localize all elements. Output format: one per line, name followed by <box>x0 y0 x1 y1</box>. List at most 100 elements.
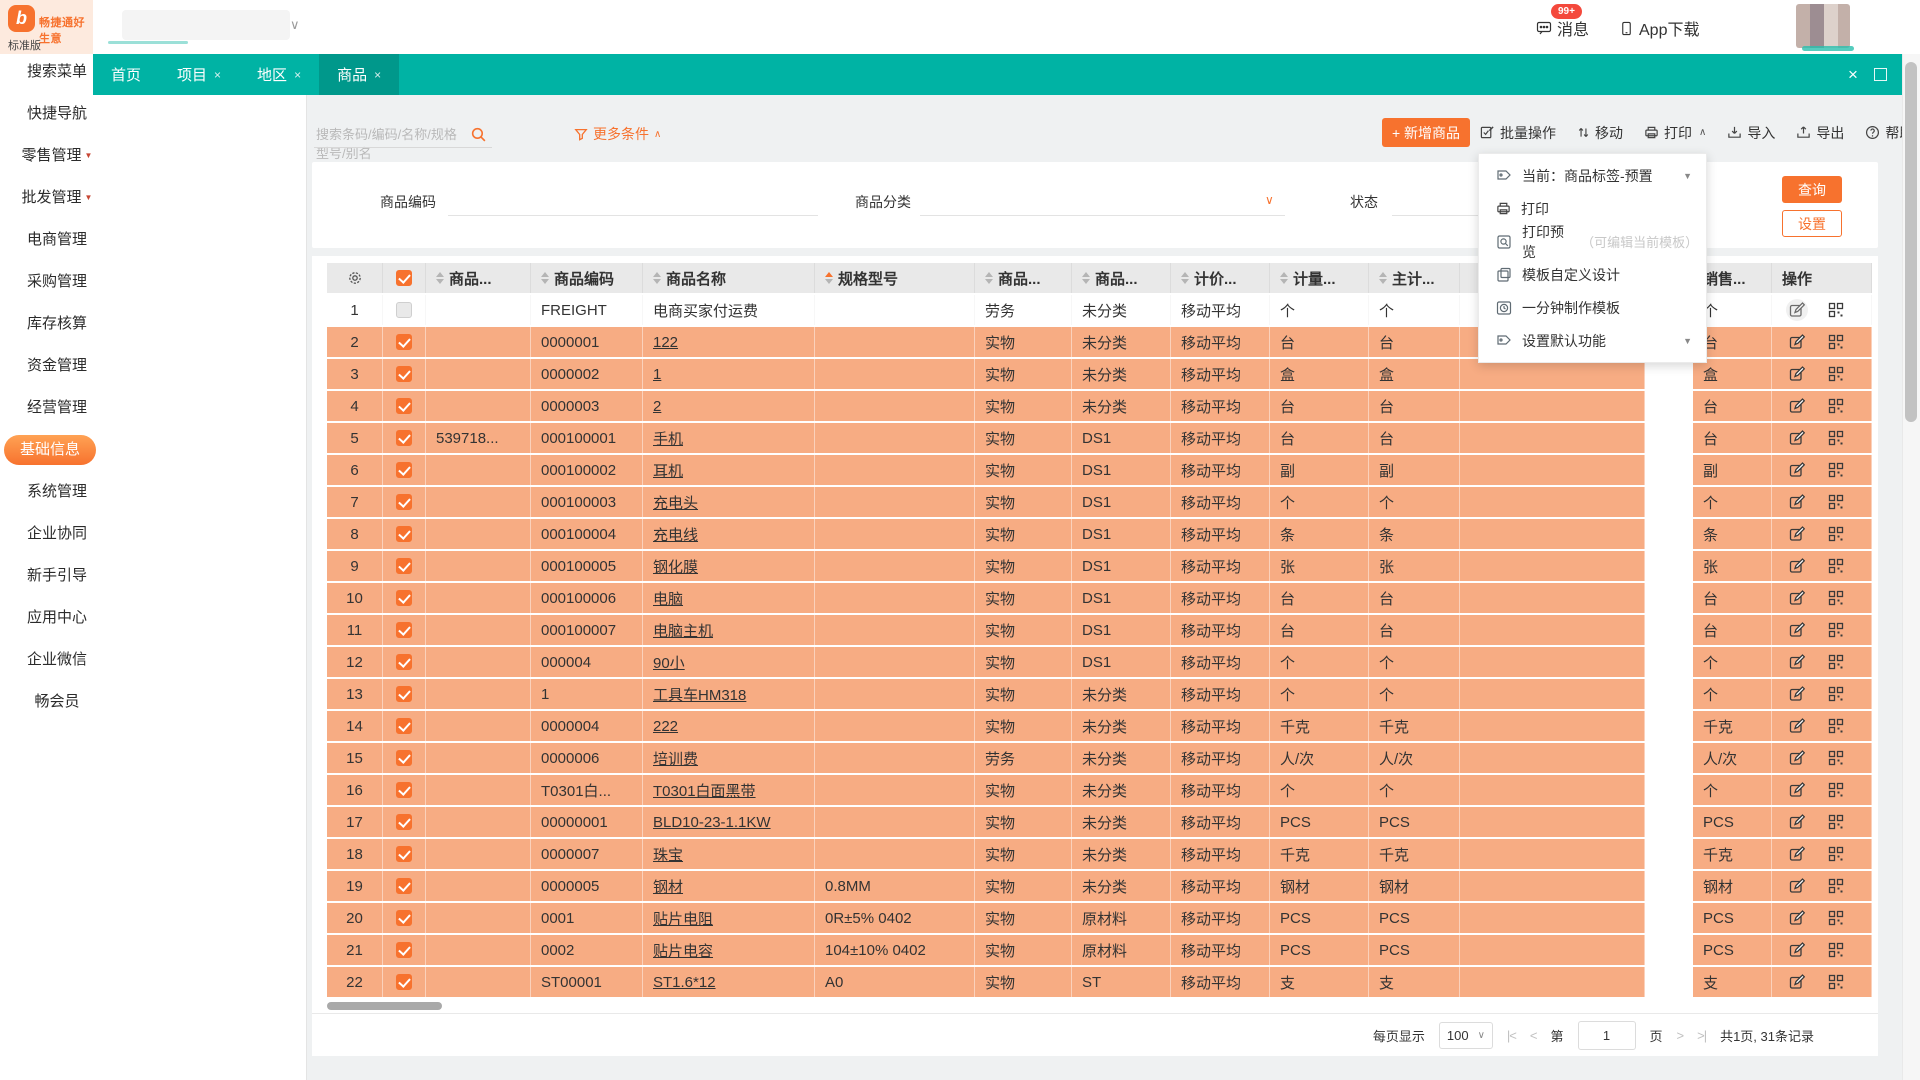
edit-icon[interactable] <box>1786 651 1808 673</box>
first-page-button[interactable]: |< <box>1506 1027 1517 1043</box>
qr-code-icon[interactable] <box>1825 843 1847 865</box>
table-row-fixed[interactable]: 个 <box>1693 295 1872 325</box>
qr-code-icon[interactable] <box>1825 331 1847 353</box>
tab-close-icon[interactable]: × <box>374 67 382 82</box>
row-checkbox[interactable] <box>396 942 412 958</box>
menu-item-设置默认功能[interactable]: 设置默认功能 ▼ <box>1479 324 1706 357</box>
qr-code-icon[interactable] <box>1825 427 1847 449</box>
edit-icon[interactable] <box>1786 939 1808 961</box>
table-row-fixed[interactable]: 个 <box>1693 647 1872 677</box>
table-row[interactable]: 8 000100004 充电线 实物 DS1 移动平均 条 条 <box>327 519 1645 549</box>
product-name-link[interactable]: 1 <box>653 365 662 383</box>
table-row-fixed[interactable]: PCS <box>1693 935 1872 965</box>
table-row-fixed[interactable]: 个 <box>1693 775 1872 805</box>
qr-code-icon[interactable] <box>1825 651 1847 673</box>
per-page-select[interactable]: 100 ∨ <box>1438 1021 1493 1049</box>
row-checkbox[interactable] <box>396 334 412 350</box>
product-search-input[interactable]: 搜索条码/编码/名称/规格型号/别名 <box>316 127 457 161</box>
avatar[interactable] <box>1796 4 1850 48</box>
product-name-link[interactable]: 贴片电容 <box>653 942 714 960</box>
table-row-fixed[interactable]: 个 <box>1693 487 1872 517</box>
qr-code-icon[interactable] <box>1825 395 1847 417</box>
table-row-fixed[interactable]: 千克 <box>1693 711 1872 741</box>
filter-category-select[interactable] <box>920 215 1285 216</box>
table-row-fixed[interactable]: 台 <box>1693 327 1872 357</box>
row-checkbox[interactable] <box>396 366 412 382</box>
fullscreen-icon[interactable] <box>1873 68 1887 81</box>
next-page-button[interactable]: > <box>1676 1027 1685 1043</box>
row-checkbox[interactable] <box>396 526 412 542</box>
sort-arrows-icon[interactable] <box>1082 272 1090 284</box>
menu-item-打印[interactable]: 打印 <box>1479 192 1706 225</box>
打印-button[interactable]: 打印 ∧ <box>1644 123 1706 143</box>
table-row[interactable]: 7 000100003 充电头 实物 DS1 移动平均 个 个 <box>327 487 1645 517</box>
product-name-link[interactable]: 2 <box>653 397 662 415</box>
table-row[interactable]: 4 0000003 2 实物 未分类 移动平均 台 台 <box>327 391 1645 421</box>
table-row[interactable]: 2 0000001 122 实物 未分类 移动平均 台 台 <box>327 327 1645 357</box>
table-row-fixed[interactable]: 条 <box>1693 519 1872 549</box>
product-name-link[interactable]: 电脑 <box>653 590 684 608</box>
sort-arrows-icon[interactable] <box>1280 272 1288 284</box>
product-name-link[interactable]: 122 <box>653 333 679 351</box>
table-row[interactable]: 15 0000006 培训费 劳务 未分类 移动平均 人/次 人/次 <box>327 743 1645 773</box>
edit-icon[interactable] <box>1786 555 1808 577</box>
edit-icon[interactable] <box>1786 843 1808 865</box>
qr-code-icon[interactable] <box>1825 491 1847 513</box>
sidebar-item-电商管理[interactable]: 电商管理 <box>0 225 114 255</box>
edit-icon[interactable] <box>1786 811 1808 833</box>
menu-item-当前：商品标签-预置[interactable]: 当前：商品标签-预置 ▼ <box>1479 159 1706 192</box>
horizontal-scrollbar[interactable] <box>327 1002 442 1010</box>
vertical-scrollbar-thumb[interactable] <box>1905 62 1917 422</box>
sort-arrows-icon[interactable] <box>1379 272 1387 284</box>
tab-close-icon[interactable]: × <box>294 67 302 82</box>
table-row[interactable]: 3 0000002 1 实物 未分类 移动平均 盒 盒 <box>327 359 1645 389</box>
导入-button[interactable]: 导入 <box>1727 123 1775 143</box>
移动-button[interactable]: 移动 <box>1577 123 1623 143</box>
product-name-link[interactable]: 电脑主机 <box>653 622 714 640</box>
edit-icon[interactable] <box>1786 875 1808 897</box>
table-row[interactable]: 22 ST00001 ST1.6*12 A0 实物 ST 移动平均 支 支 <box>327 967 1645 997</box>
product-name-link[interactable]: 钢材 <box>653 878 684 896</box>
table-row[interactable]: 6 000100002 耳机 实物 DS1 移动平均 副 副 <box>327 455 1645 485</box>
table-row[interactable]: 18 0000007 珠宝 实物 未分类 移动平均 千克 千克 <box>327 839 1645 869</box>
product-name-link[interactable]: 工具车HM318 <box>653 686 747 704</box>
table-row[interactable]: 10 000100006 电脑 实物 DS1 移动平均 台 台 <box>327 583 1645 613</box>
tab-商品[interactable]: 商品 × <box>319 54 400 95</box>
sidebar-item-企业微信[interactable]: 企业微信 <box>0 645 114 675</box>
product-search-icon[interactable] <box>470 126 487 143</box>
sort-arrows-icon[interactable] <box>653 272 661 284</box>
table-row-fixed[interactable]: 千克 <box>1693 839 1872 869</box>
last-page-button[interactable]: >| <box>1697 1027 1707 1043</box>
table-row-fixed[interactable]: 个 <box>1693 679 1872 709</box>
row-checkbox[interactable] <box>396 590 412 606</box>
product-name-link[interactable]: 珠宝 <box>653 846 684 864</box>
row-checkbox[interactable] <box>396 302 412 318</box>
qr-code-icon[interactable] <box>1825 555 1847 577</box>
qr-code-icon[interactable] <box>1825 523 1847 545</box>
edit-icon[interactable] <box>1786 523 1808 545</box>
product-name-link[interactable]: 充电头 <box>653 494 699 512</box>
product-name-link[interactable]: T0301白面黑带 <box>653 782 756 800</box>
table-row[interactable]: 11 000100007 电脑主机 实物 DS1 移动平均 台 台 <box>327 615 1645 645</box>
table-row-fixed[interactable]: PCS <box>1693 903 1872 933</box>
qr-code-icon[interactable] <box>1825 811 1847 833</box>
sidebar-item-应用中心[interactable]: 应用中心 <box>0 603 114 633</box>
table-row-fixed[interactable]: 人/次 <box>1693 743 1872 773</box>
col-header-gear[interactable] <box>327 263 383 293</box>
product-name-link[interactable]: 手机 <box>653 430 684 448</box>
edit-icon[interactable] <box>1786 587 1808 609</box>
product-name-link[interactable]: 222 <box>653 717 679 735</box>
sidebar-item-资金管理[interactable]: 资金管理 <box>0 351 114 381</box>
edit-icon[interactable] <box>1786 395 1808 417</box>
product-name-link[interactable]: 电商买家付运费 <box>653 302 759 320</box>
edit-icon[interactable] <box>1786 427 1808 449</box>
edit-icon[interactable] <box>1786 715 1808 737</box>
settings-button[interactable]: 设置 <box>1782 210 1842 237</box>
product-name-link[interactable]: 钢化膜 <box>653 558 699 576</box>
sidebar-item-快捷导航[interactable]: 快捷导航 <box>0 99 114 129</box>
row-checkbox[interactable] <box>396 462 412 478</box>
edit-icon[interactable] <box>1786 907 1808 929</box>
edit-icon[interactable] <box>1786 491 1808 513</box>
menu-item-模板自定义设计[interactable]: 模板自定义设计 <box>1479 258 1706 291</box>
row-checkbox[interactable] <box>396 558 412 574</box>
